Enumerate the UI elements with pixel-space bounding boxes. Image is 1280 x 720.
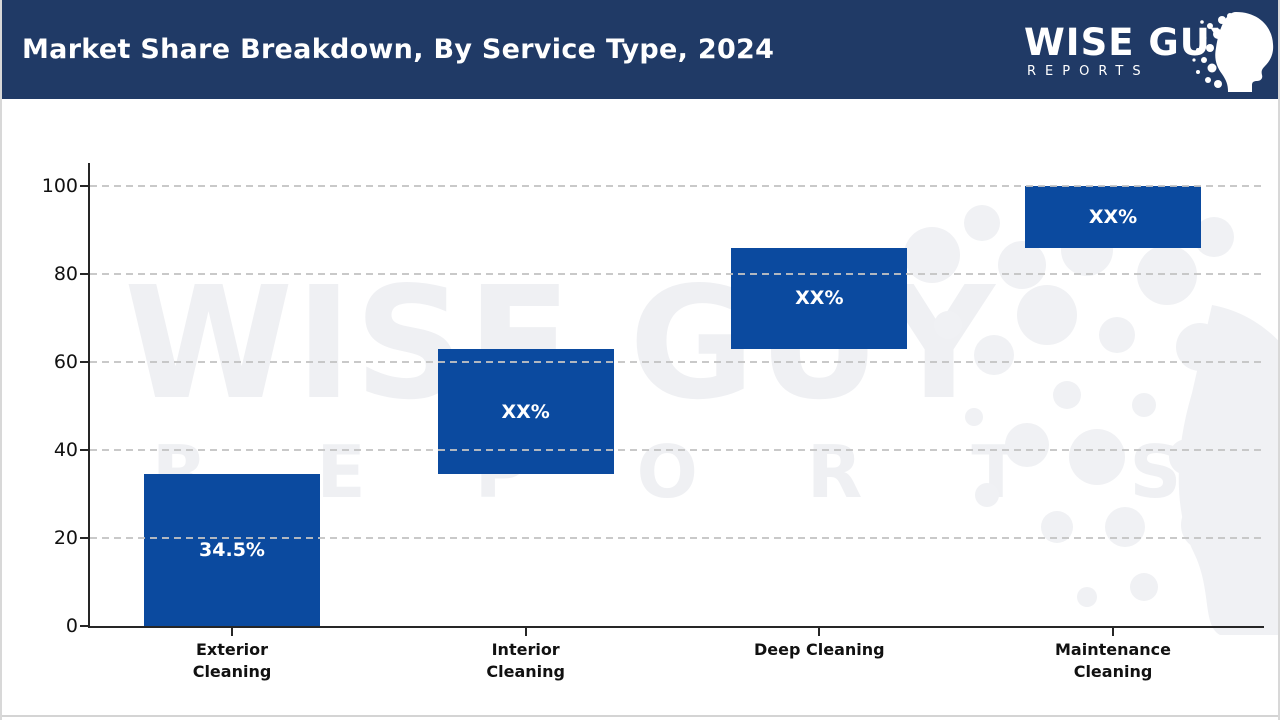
bar-maintenance-cleaning — [1025, 186, 1201, 248]
y-tick-mark — [80, 361, 88, 363]
y-tick-mark — [80, 625, 88, 627]
logo-text: WISE GUY REPORTS — [1024, 24, 1239, 79]
logo-subtitle: REPORTS — [1027, 64, 1150, 79]
y-axis-line — [88, 163, 90, 628]
y-tick-mark — [80, 185, 88, 187]
y-tick-mark — [80, 449, 88, 451]
y-tick-label: 60 — [53, 351, 78, 373]
watermark-face-icon — [904, 205, 1278, 635]
category-label: Deep Cleaning — [754, 640, 885, 659]
bar-value-label: XX% — [795, 287, 844, 310]
bar-deep-cleaning — [731, 247, 908, 349]
bar-value-label: XX% — [501, 400, 550, 423]
gridline-100 — [90, 185, 1262, 187]
header-band: Market Share Breakdown, By Service Type,… — [2, 0, 1278, 99]
y-tick-label: 80 — [53, 263, 78, 285]
x-tick-mark — [818, 628, 821, 636]
y-tick-label: 20 — [53, 527, 78, 549]
bar-interior-cleaning — [437, 348, 614, 475]
category-label: Interior Cleaning — [486, 640, 565, 681]
bar-value-label: 34.5% — [199, 539, 265, 562]
x-tick-mark — [524, 628, 527, 636]
logo-wordmark: WISE GUY — [1024, 21, 1239, 64]
category-label: Maintenance Cleaning — [1054, 640, 1171, 681]
gridline-40 — [90, 449, 1262, 451]
y-tick-label: 100 — [41, 175, 78, 197]
bar-value-label: XX% — [1088, 205, 1138, 228]
bar-exterior-cleaning — [144, 474, 320, 626]
y-tick-label: 40 — [53, 439, 78, 461]
gridline-20 — [90, 537, 1262, 539]
wise-guy-reports-logo: WISE GUY REPORTS — [1006, 8, 1274, 92]
chart-title: Market Share Breakdown, By Service Type,… — [22, 34, 775, 65]
x-axis-line — [88, 626, 1264, 628]
x-tick-mark — [231, 628, 233, 636]
gridline-60 — [90, 361, 1262, 363]
category-label: Exterior Cleaning — [192, 640, 272, 681]
y-tick-mark — [80, 273, 88, 275]
y-tick-label: 0 — [65, 615, 78, 637]
x-tick-mark — [1112, 628, 1114, 636]
y-tick-mark — [80, 537, 88, 539]
gridline-80 — [90, 273, 1262, 275]
face-profile-icon — [1192, 12, 1274, 92]
